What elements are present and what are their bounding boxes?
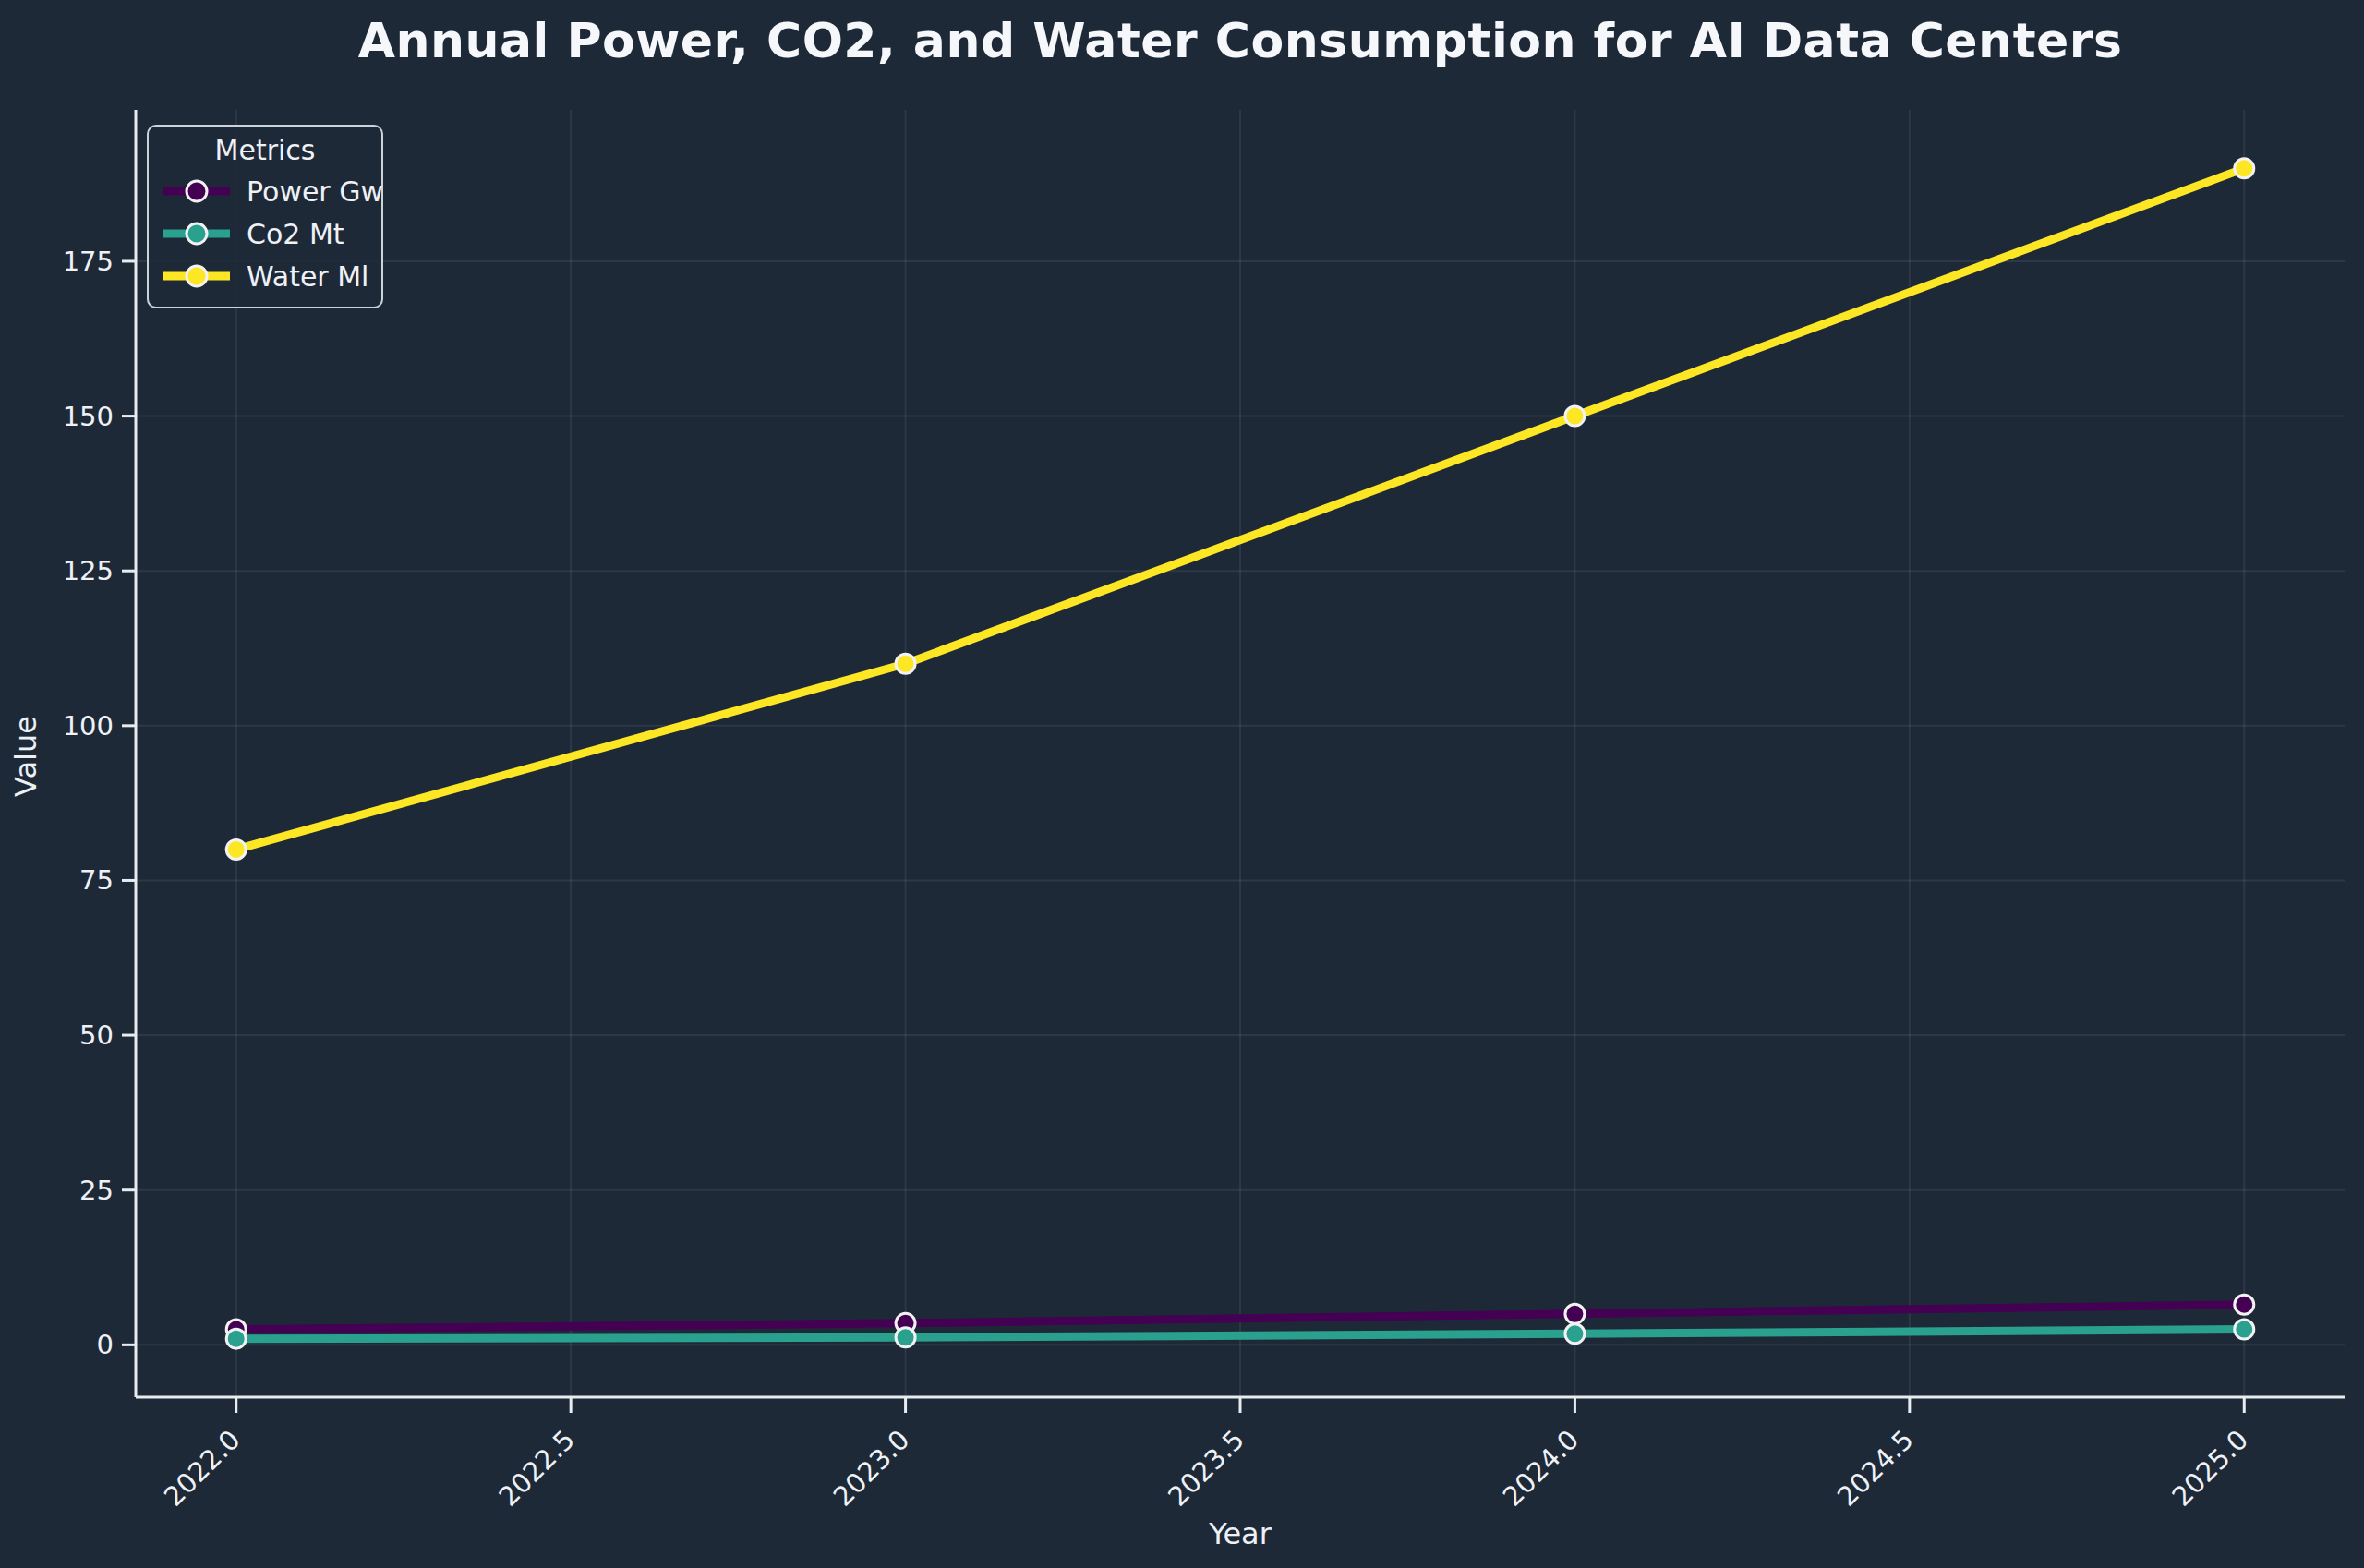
data-point-water-ml	[226, 839, 246, 859]
x-tick-label: 2024.0	[1497, 1424, 1586, 1513]
x-tick-label: 2025.0	[2165, 1424, 2254, 1513]
legend-item-water-ml: Water Ml	[162, 255, 368, 297]
y-axis-label: Value	[8, 682, 43, 830]
x-tick-label: 2023.5	[1162, 1424, 1250, 1513]
legend-line-sample	[162, 218, 232, 249]
x-tick-label: 2022.0	[158, 1424, 247, 1513]
legend-line-sample	[162, 260, 232, 292]
y-tick-label: 150	[63, 401, 114, 432]
legend-item-co2-mt: Co2 Mt	[162, 212, 368, 255]
data-point-co2-mt	[896, 1328, 915, 1347]
y-tick-label: 50	[79, 1019, 114, 1051]
figure: Annual Power, CO2, and Water Consumption…	[0, 0, 2364, 1568]
legend-label: Co2 Mt	[247, 218, 344, 250]
legend-label: Power Gw	[247, 175, 383, 208]
data-point-co2-mt	[226, 1329, 246, 1348]
x-tick-label: 2024.5	[1831, 1424, 1920, 1513]
legend-item-power-gw: Power Gw	[162, 170, 368, 212]
y-tick-label: 0	[97, 1329, 114, 1360]
x-axis-label: Year	[1166, 1516, 1314, 1551]
legend: Metrics Power Gw Co2 Mt Water Ml	[147, 125, 383, 308]
data-point-water-ml	[2235, 159, 2254, 178]
data-point-water-ml	[1565, 406, 1585, 426]
x-tick-label: 2022.5	[492, 1424, 581, 1513]
x-tick-label: 2023.0	[827, 1424, 916, 1513]
data-point-co2-mt	[1565, 1324, 1585, 1344]
data-point-power-gw	[1565, 1304, 1585, 1323]
y-tick-label: 75	[79, 864, 114, 896]
data-point-power-gw	[2235, 1295, 2254, 1314]
y-tick-label: 125	[63, 555, 114, 586]
data-point-co2-mt	[2235, 1320, 2254, 1339]
legend-label: Water Ml	[247, 260, 368, 293]
y-tick-label: 25	[79, 1175, 114, 1206]
y-tick-label: 100	[63, 710, 114, 742]
y-tick-label: 175	[63, 246, 114, 277]
data-point-water-ml	[896, 654, 915, 673]
legend-items: Power Gw Co2 Mt Water Ml	[162, 170, 368, 297]
legend-line-sample	[162, 175, 232, 207]
legend-title: Metrics	[162, 134, 368, 166]
